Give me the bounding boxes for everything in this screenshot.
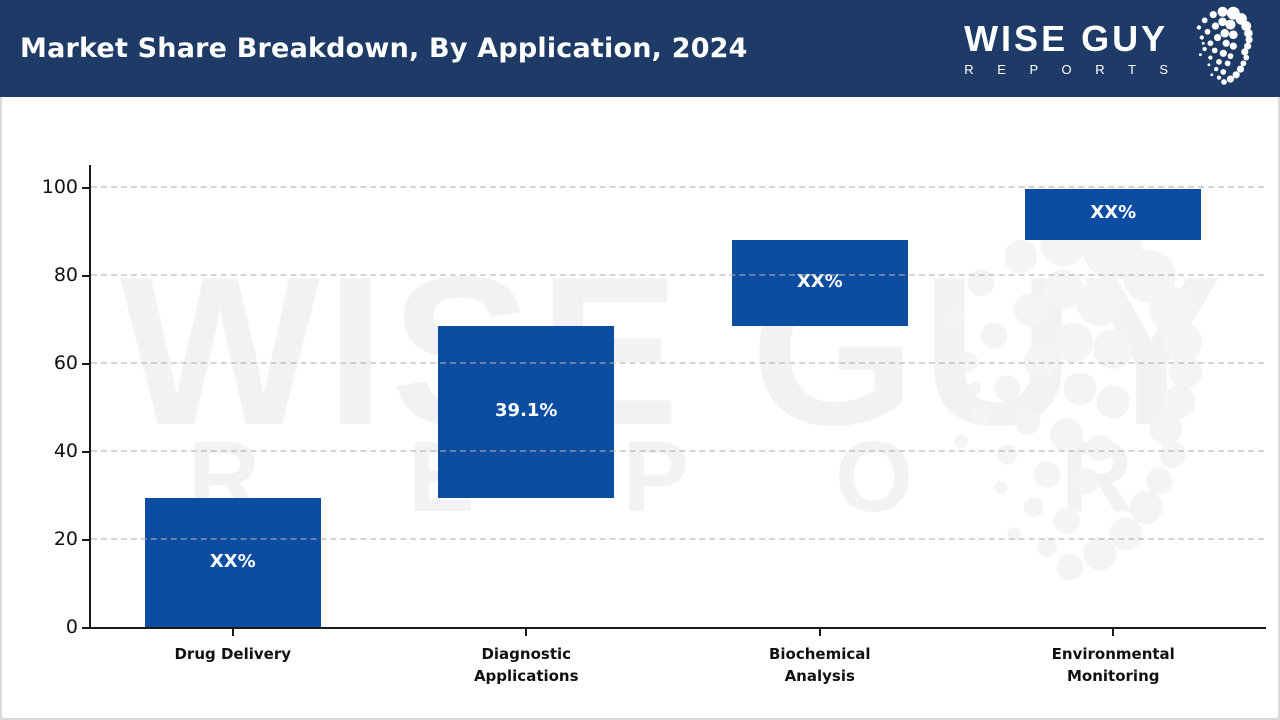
logo-wordmark-line2: R E P O R T S — [964, 61, 1178, 77]
y-axis-line — [89, 165, 91, 629]
watermark-wordmark-line1: WISE GUY — [120, 232, 1229, 469]
y-tick-label-40: 40 — [53, 440, 78, 462]
bar-value-label: XX% — [1090, 202, 1137, 224]
y-tick-0 — [82, 627, 90, 629]
bar-biochemical-analysis — [731, 239, 908, 327]
y-tick-label-20: 20 — [53, 528, 78, 550]
x-category-label-text: Environmental Monitoring — [1051, 645, 1175, 685]
logo-face-icon — [1196, 6, 1253, 85]
x-category-label: Diagnostic Applications — [416, 644, 636, 688]
bar-drug-delivery — [144, 498, 321, 627]
y-tick-label-0: 0 — [65, 616, 78, 638]
x-tick-0 — [231, 629, 234, 636]
x-category-label-text: Diagnostic Applications — [473, 645, 579, 685]
x-tick-1 — [525, 629, 528, 636]
x-tick-3 — [1112, 629, 1115, 636]
gridline-40 — [91, 450, 1264, 452]
gridline-80 — [91, 274, 1264, 276]
bar-diagnostic-applications — [438, 326, 615, 499]
bar-value-label: XX% — [209, 550, 256, 572]
x-category-label: Biochemical Analysis — [710, 644, 930, 688]
logo-wordmark-line1: WISE GUY — [964, 17, 1169, 59]
gridline-100 — [91, 186, 1264, 188]
y-tick-label-100: 100 — [41, 176, 78, 198]
logo-wordmark: WISE GUY R E P O R T S — [954, 17, 1178, 77]
x-category-label-text: Biochemical Analysis — [768, 645, 871, 685]
gridline-60 — [91, 362, 1264, 364]
x-category-label: Environmental Monitoring — [1003, 644, 1223, 688]
bar-value-label: XX% — [796, 270, 843, 292]
y-tick-label-60: 60 — [53, 352, 78, 374]
x-category-label-text: Drug Delivery — [174, 645, 292, 663]
watermark-wordmark-line2: R E P O R T S — [188, 421, 1278, 533]
x-axis-line — [89, 627, 1266, 629]
y-tick-40 — [82, 451, 90, 453]
watermark-face-icon — [944, 220, 1203, 581]
y-tick-20 — [82, 539, 90, 541]
header-bar: Market Share Breakdown, By Application, … — [0, 0, 1280, 97]
y-tick-label-80: 80 — [53, 264, 78, 286]
page-title: Market Share Breakdown, By Application, … — [20, 33, 748, 64]
wiseguy-logo: WISE GUY R E P O R T S — [954, 6, 1256, 92]
bar-value-label: 39.1% — [495, 400, 558, 422]
y-tick-100 — [82, 187, 90, 189]
y-tick-60 — [82, 363, 90, 365]
gridline-20 — [91, 538, 1264, 540]
chart-canvas: WISE GUY R E P O R T S 0 20 40 60 80 100 XX% Dr… — [0, 97, 1280, 720]
x-category-label: Drug Delivery — [123, 644, 343, 666]
x-tick-2 — [818, 629, 821, 636]
y-tick-80 — [82, 275, 90, 277]
